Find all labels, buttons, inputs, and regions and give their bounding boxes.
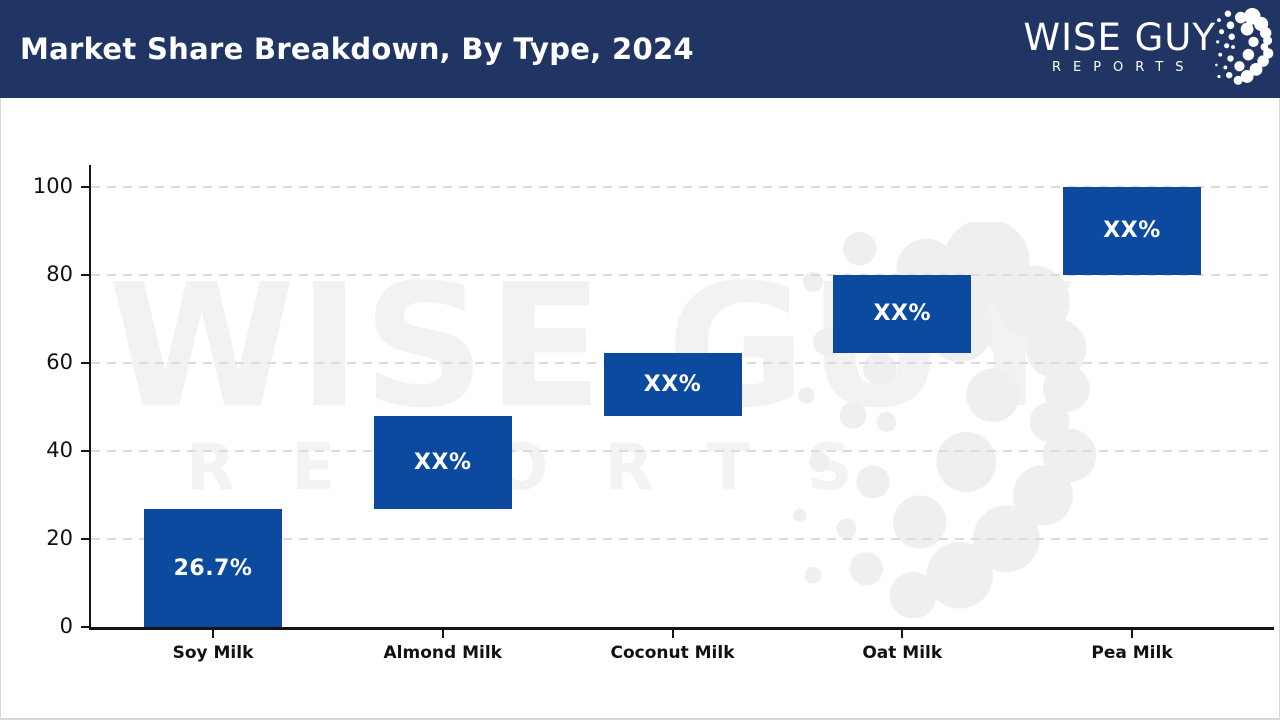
y-tick-label: 40 [46, 437, 73, 462]
bar-value-label: XX% [873, 301, 931, 327]
x-tick-mark [901, 630, 904, 638]
x-tick-mark [671, 630, 674, 638]
y-tick-mark [81, 537, 89, 540]
y-tick-mark [81, 185, 89, 188]
bar-value-label: XX% [643, 371, 702, 397]
x-tick-mark [212, 630, 214, 638]
y-tick-mark [81, 273, 89, 276]
bar-value-label: XX% [414, 449, 472, 475]
logo-subtext: REPORTS [1051, 59, 1196, 75]
logo-wordmark: WISE GUY [1023, 16, 1216, 60]
y-tick-label: 100 [32, 173, 73, 198]
page-title: Market Share Breakdown, By Type, 2024 [20, 32, 694, 66]
x-tick-label: Oat Milk [862, 643, 943, 663]
gridline [91, 185, 1274, 188]
x-tick-label: Pea Milk [1091, 643, 1173, 663]
gridline [91, 537, 1274, 540]
gridline [91, 273, 1274, 276]
wiseguy-logo: WISE GUY REPORTS [1024, 8, 1274, 86]
bar-value-label: 26.7% [173, 555, 253, 581]
bar: XX% [373, 415, 512, 510]
y-tick-mark [81, 361, 89, 364]
bar: 26.7% [144, 509, 282, 627]
y-tick-label: 80 [46, 261, 73, 286]
y-tick-label: 0 [59, 614, 73, 638]
y-tick-mark [81, 626, 89, 628]
gridline [91, 449, 1274, 452]
y-tick-label: 20 [46, 525, 73, 550]
x-tick-label: Almond Milk [383, 643, 502, 663]
x-tick-mark [1131, 630, 1133, 638]
logo-text: WISE GUY REPORTS [1023, 16, 1216, 75]
header: Market Share Breakdown, By Type, 2024 WI… [0, 0, 1280, 98]
y-tick-mark [81, 449, 89, 452]
x-tick-label: Coconut Milk [610, 643, 735, 663]
bar: XX% [603, 352, 742, 416]
bar-value-label: XX% [1103, 218, 1161, 244]
x-tick-mark [441, 630, 444, 638]
logo-head-icon [1215, 8, 1274, 85]
bar: XX% [1063, 186, 1201, 275]
y-tick-label: 60 [46, 349, 73, 374]
bar: XX% [833, 274, 972, 353]
plot-area: 0 20 40 60 80 100 26.7% Soy Milk XX% Almond Milk X… [33, 165, 1274, 663]
x-tick-label: Soy Milk [172, 643, 254, 663]
